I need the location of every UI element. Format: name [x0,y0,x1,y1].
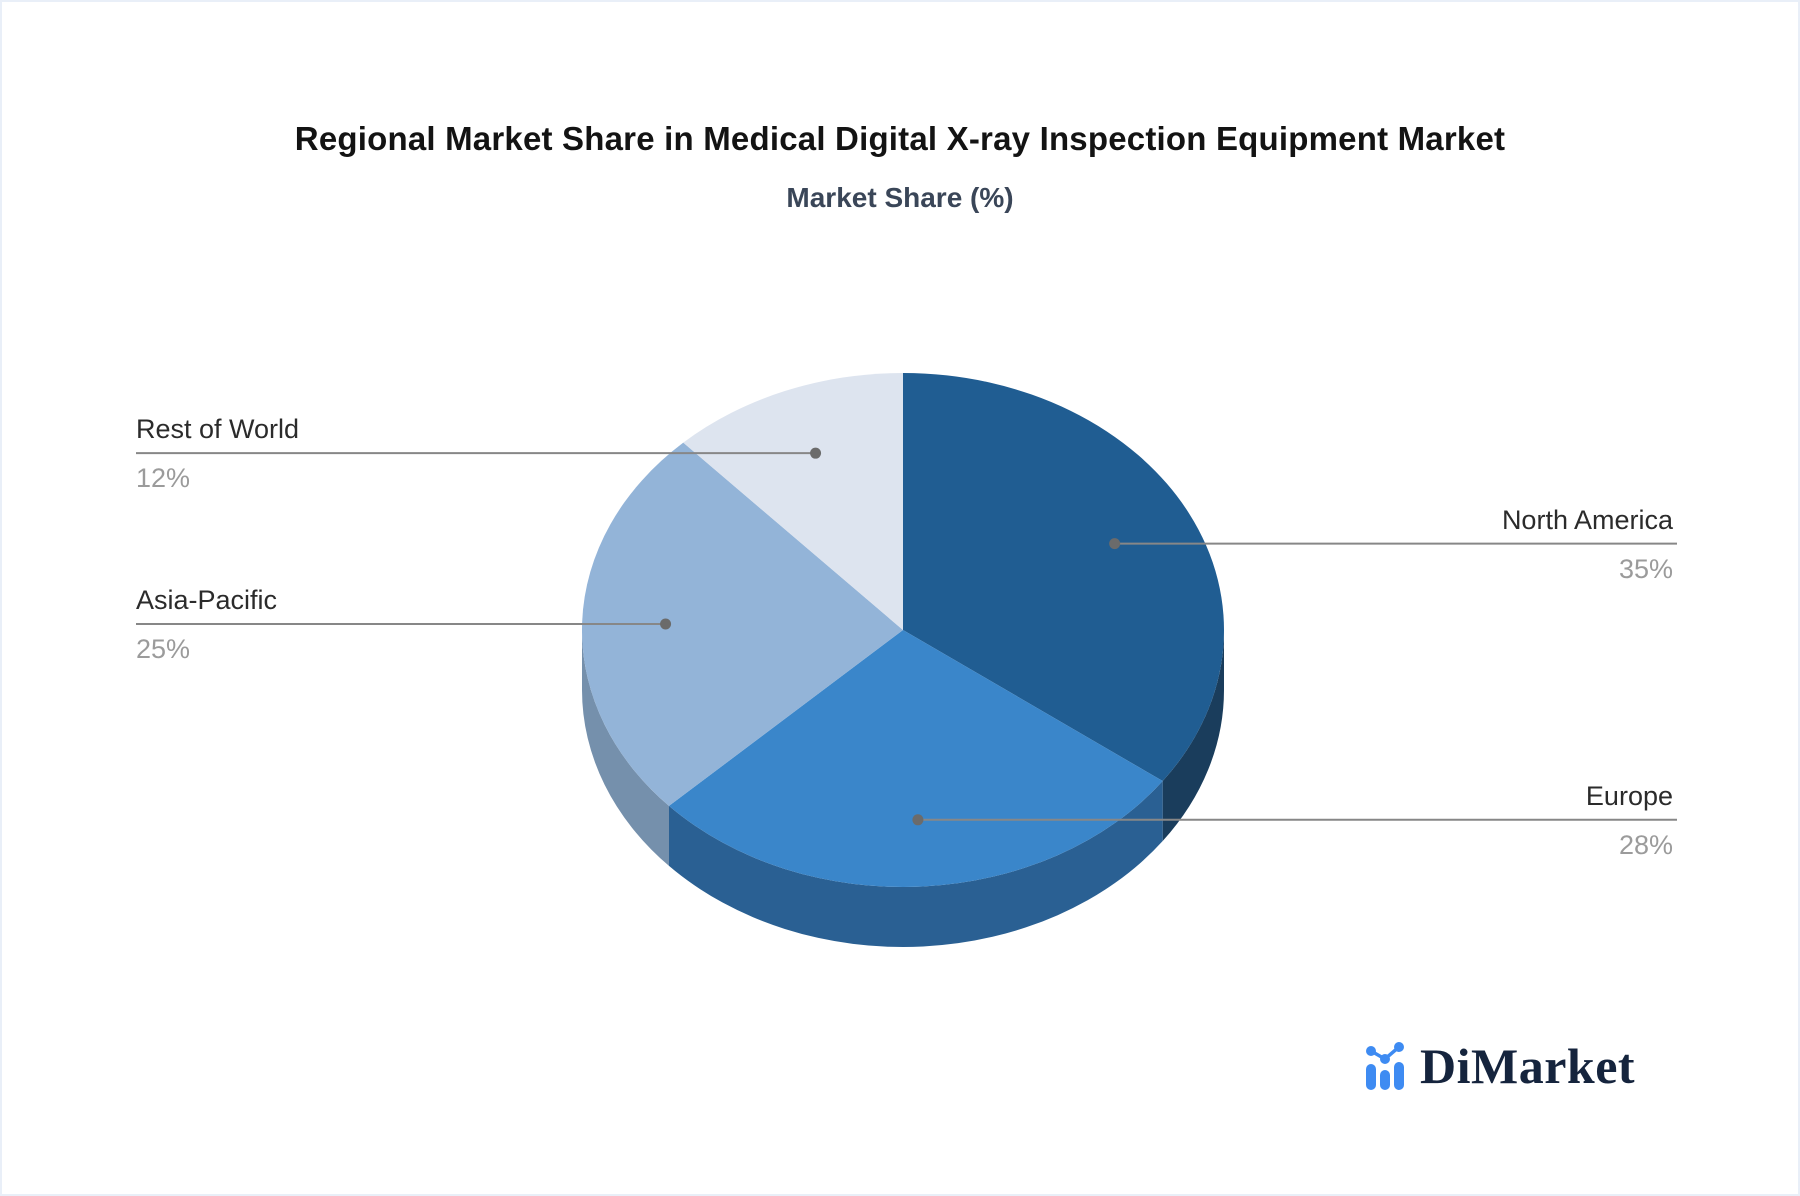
pie-slice-asia-pacific [582,442,903,806]
leader-dot-3 [810,447,822,459]
pie-slice-side-europe [669,781,1163,948]
slice-value-rest-of-world: 12% [136,463,191,494]
slice-label-north-america: North America [1501,504,1673,535]
leader-dot-0 [1109,538,1121,550]
slice-label-rest-of-world: Rest of World [136,414,300,445]
chart-title: Regional Market Share in Medical Digital… [294,120,1506,157]
pie-slice-europe [669,630,1163,887]
slice-value-north-america: 35% [1618,553,1673,584]
dimarket-logo: DiMarket [1354,1038,1635,1094]
slice-value-asia-pacific: 25% [136,634,191,665]
slice-label-asia-pacific: Asia-Pacific [136,585,278,616]
leader-dot-1 [912,814,924,826]
slice-value-europe: 28% [1618,829,1673,860]
logo-text: DiMarket [1420,1038,1636,1094]
chart-subtitle: Market Share (%) [786,182,1014,213]
pie-slice-rest-of-world [683,373,903,630]
slice-label-europe: Europe [1585,780,1673,811]
pie-slice-side-north-america [1162,630,1224,842]
mini-bar-chart-icon [1366,1042,1404,1090]
pie-slice-north-america [903,373,1224,782]
leader-dot-2 [660,618,672,630]
pie-slice-side-asia-pacific [582,630,670,866]
